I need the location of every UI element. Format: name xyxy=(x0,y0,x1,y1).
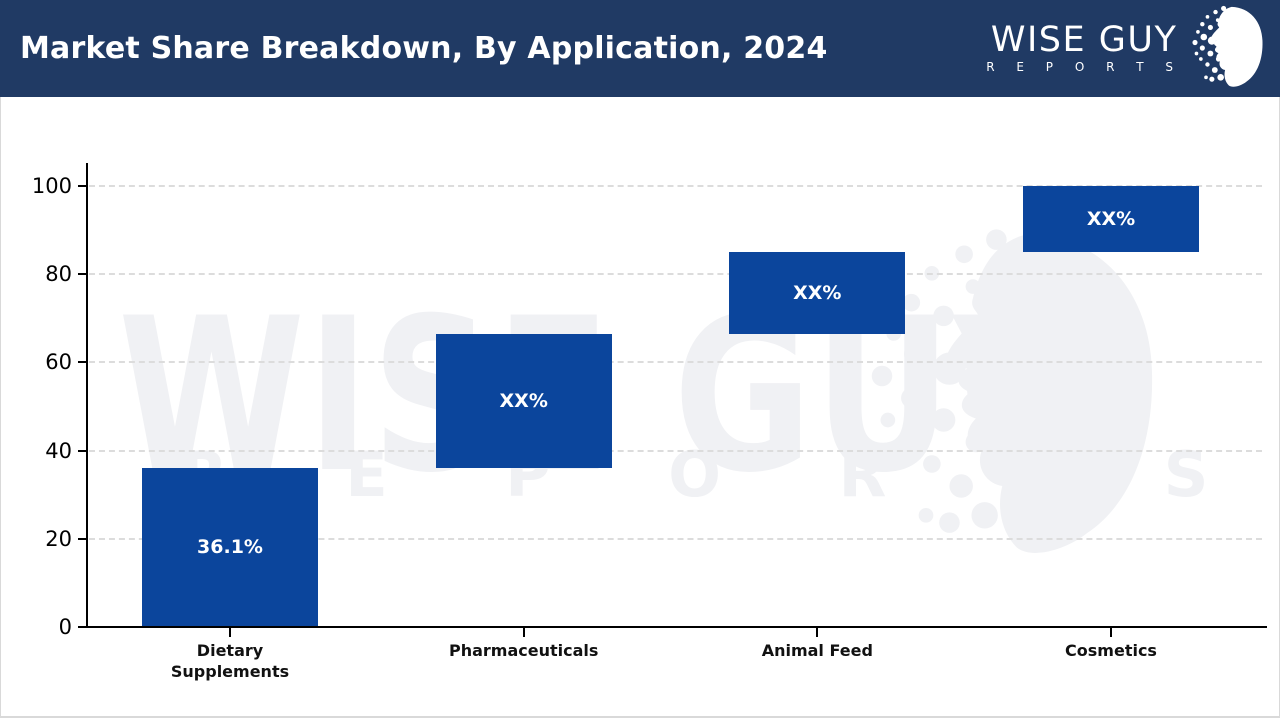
y-tick-mark-60 xyxy=(78,361,86,364)
wiseguy-logo: WISE GUY R E P O R T S xyxy=(986,4,1272,92)
header-bar: Market Share Breakdown, By Application, … xyxy=(0,0,1280,97)
x-tick-label-animal-feed: Animal Feed xyxy=(761,641,873,660)
gridline-40 xyxy=(89,449,1262,452)
logo-wordmark: WISE GUY R E P O R T S xyxy=(986,19,1182,75)
y-axis-line xyxy=(86,163,88,628)
y-tick-mark-0 xyxy=(78,626,86,628)
y-tick-label-80: 80 xyxy=(45,262,72,287)
bar-value-label: XX% xyxy=(793,281,842,304)
x-tick-mark-dietary-supplements xyxy=(229,628,231,637)
page-title: Market Share Breakdown, By Application, … xyxy=(20,31,828,66)
watermark-head-icon xyxy=(871,229,1153,553)
x-axis-line xyxy=(86,626,1267,628)
y-tick-label-20: 20 xyxy=(45,526,72,551)
x-tick-mark-cosmetics xyxy=(1110,628,1112,637)
logo-line2: R E P O R T S xyxy=(986,60,1182,75)
gridline-60 xyxy=(89,361,1262,364)
y-tick-label-40: 40 xyxy=(45,438,72,463)
x-tick-mark-pharmaceuticals xyxy=(522,628,525,637)
y-tick-label-60: 60 xyxy=(45,350,72,375)
x-tick-label-dietary-supplements: Dietary Supplements xyxy=(170,641,290,681)
bar-pharmaceuticals: XX% xyxy=(435,333,612,468)
frame-bottom-border xyxy=(0,716,1280,718)
x-tick-mark-animal-feed xyxy=(816,628,819,637)
x-tick-label-pharmaceuticals: Pharmaceuticals xyxy=(448,641,599,660)
gridline-100 xyxy=(89,185,1262,187)
y-tick-mark-40 xyxy=(78,449,86,452)
logo-line1: WISE GUY xyxy=(990,19,1178,60)
y-tick-mark-80 xyxy=(78,273,86,276)
bar-value-label: XX% xyxy=(499,389,548,412)
y-tick-label-100: 100 xyxy=(31,174,72,198)
bar-value-label: 36.1% xyxy=(197,536,263,559)
y-tick-mark-100 xyxy=(78,185,86,187)
bar-value-label: XX% xyxy=(1086,208,1136,231)
wiseguy-head-icon xyxy=(1192,5,1263,87)
y-tick-mark-20 xyxy=(78,537,86,540)
x-tick-label-cosmetics: Cosmetics xyxy=(1065,641,1157,660)
bar-dietary-supplements: 36.1% xyxy=(142,467,318,627)
bar-animal-feed: XX% xyxy=(729,252,906,334)
gridline-20 xyxy=(89,537,1262,540)
frame-left-border xyxy=(0,97,1,717)
bar-cosmetics: XX% xyxy=(1023,186,1199,253)
y-tick-label-0: 0 xyxy=(58,615,72,639)
gridline-80 xyxy=(89,273,1262,276)
